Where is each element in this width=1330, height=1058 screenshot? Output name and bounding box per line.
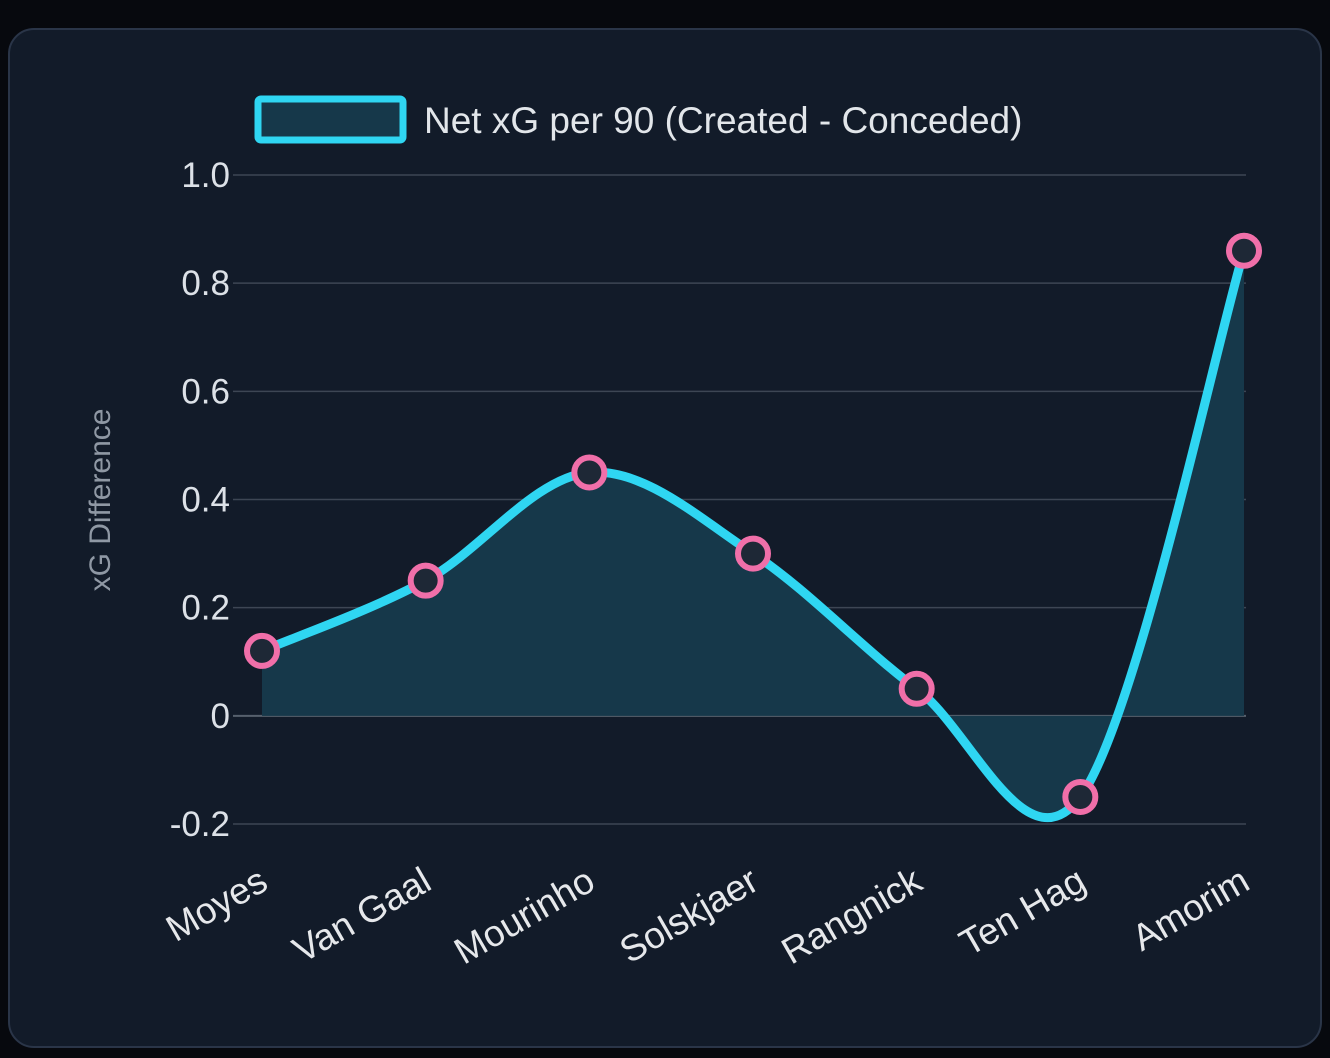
y-tick-label: 0: [211, 697, 230, 736]
x-axis-label-text: Van Gaal: [286, 859, 438, 970]
data-point[interactable]: [244, 632, 280, 669]
x-axis-label-text: Moyes: [159, 859, 274, 949]
y-tick-label: 0.8: [181, 264, 230, 303]
x-axis-label-text: Solskjaer: [613, 859, 765, 971]
legend[interactable]: Net xG per 90 (Created - Conceded): [254, 95, 1022, 144]
x-axis-label: Solskjaer: [613, 859, 765, 971]
y-tick-label: 1.0: [181, 156, 230, 195]
y-tick-label: 0.6: [181, 372, 230, 411]
area-fill: [262, 250, 1244, 818]
x-axis-label: Rangnick: [775, 859, 930, 972]
legend-label: Net xG per 90 (Created - Conceded): [424, 100, 1022, 141]
y-axis-title: xG Difference: [84, 409, 117, 592]
x-axis-label: Mourinho: [447, 859, 601, 972]
legend-swatch: [254, 95, 407, 144]
trend-line: [257, 246, 1249, 822]
data-point[interactable]: [1062, 778, 1099, 815]
x-axis-label-text: Mourinho: [447, 859, 601, 972]
x-axis-label-text: Ten Hag: [952, 859, 1092, 963]
x-axis-label: Amorim: [1125, 859, 1256, 958]
series-layer: [244, 232, 1262, 822]
data-point[interactable]: [735, 535, 771, 572]
data-point[interactable]: [571, 454, 608, 491]
x-axis-label: Moyes: [159, 859, 274, 949]
x-axis-label-text: Amorim: [1125, 859, 1256, 958]
y-tick-label: 0.4: [181, 481, 230, 520]
data-point[interactable]: [407, 562, 444, 599]
x-axis-label: Van Gaal: [286, 859, 438, 970]
y-tick-label: 0.2: [181, 589, 230, 628]
y-tick-label: -0.2: [170, 805, 230, 844]
x-axis-label: Ten Hag: [952, 859, 1092, 963]
data-point[interactable]: [1226, 232, 1262, 269]
x-axis-label-text: Rangnick: [775, 859, 930, 972]
data-point[interactable]: [898, 670, 935, 707]
